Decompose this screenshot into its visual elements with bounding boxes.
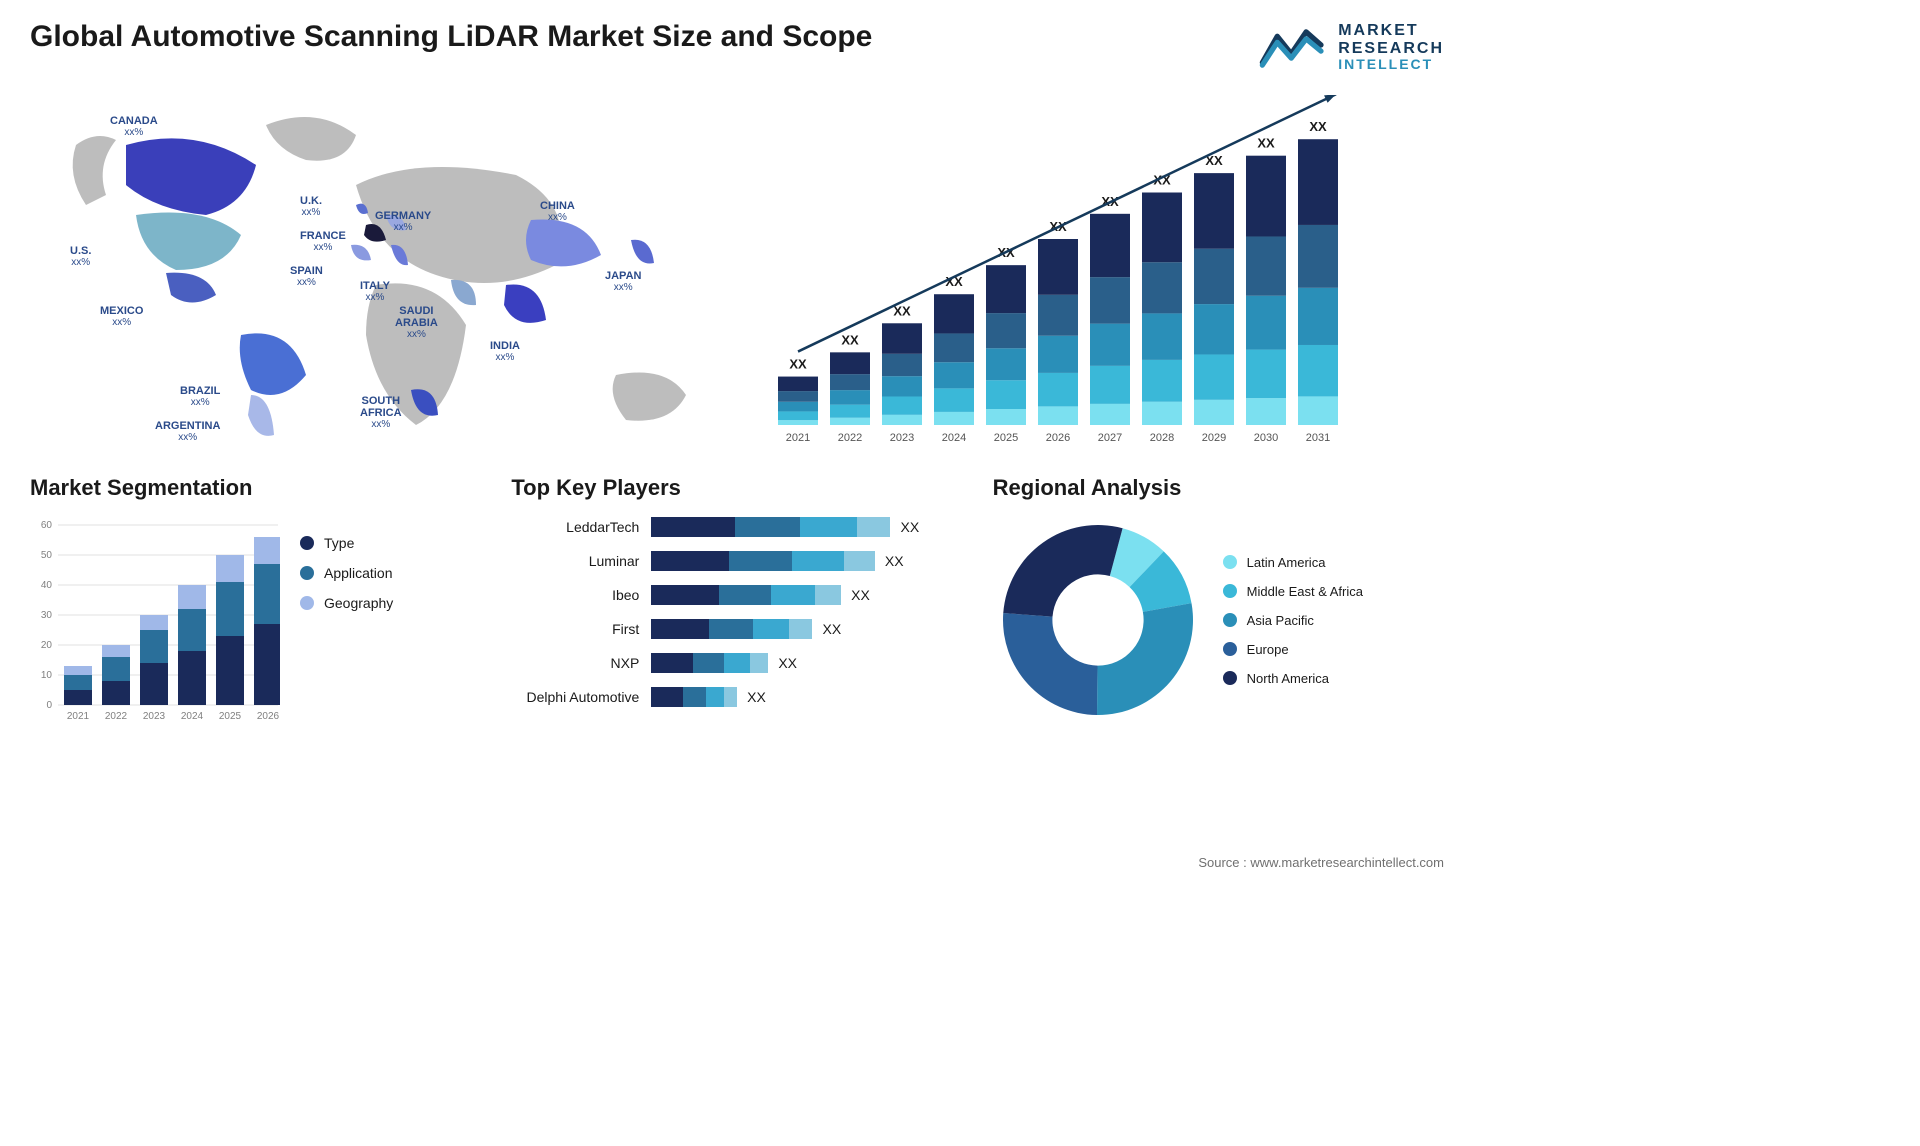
player-label: Luminar: [511, 553, 651, 569]
svg-text:40: 40: [41, 580, 53, 591]
segmentation-legend-item: Geography: [300, 595, 393, 611]
player-label: LeddarTech: [511, 519, 651, 535]
player-value: XX: [885, 553, 904, 569]
svg-text:XX: XX: [789, 357, 807, 372]
svg-text:0: 0: [46, 700, 52, 711]
map-label: JAPANxx%: [605, 270, 641, 293]
donut-legend-item: Asia Pacific: [1223, 613, 1363, 628]
map-label: MEXICOxx%: [100, 305, 143, 328]
player-label: First: [511, 621, 651, 637]
segmentation-wrap: 0 10 20 30 40 50 60 2021 2022 2023 2024 2025 2026 Ty…: [30, 515, 481, 725]
map-label: BRAZILxx%: [180, 385, 220, 408]
map-label: ARGENTINAxx%: [155, 420, 220, 443]
svg-text:XX: XX: [1257, 136, 1275, 151]
svg-text:2027: 2027: [1098, 432, 1122, 444]
svg-text:2028: 2028: [1150, 432, 1174, 444]
player-label: Delphi Automotive: [511, 689, 651, 705]
map-label: ITALYxx%: [360, 280, 390, 303]
donut-legend-item: Latin America: [1223, 555, 1363, 570]
svg-text:50: 50: [41, 550, 53, 561]
player-label: NXP: [511, 655, 651, 671]
map-label: SPAINxx%: [290, 265, 323, 288]
logo-line3: INTELLECT: [1338, 57, 1444, 72]
growth-chart-panel: XX2021XX2022XX2023XX2024XX2025XX2026XX20…: [752, 95, 1444, 445]
header: Global Automotive Scanning LiDAR Market …: [30, 20, 1444, 75]
svg-text:20: 20: [41, 640, 53, 651]
segmentation-title: Market Segmentation: [30, 475, 481, 501]
svg-text:XX: XX: [841, 332, 859, 347]
map-label: SAUDIARABIAxx%: [395, 305, 438, 340]
segmentation-legend-item: Application: [300, 565, 393, 581]
player-value: XX: [778, 655, 797, 671]
players-panel: Top Key Players LeddarTechXXLuminarXXIbe…: [511, 475, 962, 725]
bottom-row: Market Segmentation 0 10 20 30 40 50 60 2021 202…: [30, 475, 1444, 725]
segmentation-chart: 0 10 20 30 40 50 60 2021 2022 2023 2024 2025 2026: [30, 515, 280, 725]
svg-text:2026: 2026: [257, 711, 280, 722]
segmentation-legend-item: Type: [300, 535, 393, 551]
donut-legend-item: North America: [1223, 671, 1363, 686]
player-label: Ibeo: [511, 587, 651, 603]
player-value: XX: [901, 519, 920, 535]
map-label: INDIAxx%: [490, 340, 520, 363]
map-label: CANADAxx%: [110, 115, 158, 138]
map-label: FRANCExx%: [300, 230, 346, 253]
svg-text:2025: 2025: [994, 432, 1018, 444]
top-row: CANADAxx% U.S.xx% MEXICOxx% BRAZILxx% ARGENT…: [30, 95, 1444, 445]
players-chart: LeddarTechXXLuminarXXIbeoXXFirstXXNXPXXD…: [511, 515, 962, 709]
player-value: XX: [747, 689, 766, 705]
svg-text:2026: 2026: [1046, 432, 1070, 444]
svg-text:2024: 2024: [942, 432, 966, 444]
player-row: First XX: [511, 617, 962, 641]
donut-legend-item: Europe: [1223, 642, 1363, 657]
svg-text:2024: 2024: [181, 711, 204, 722]
map-label: CHINAxx%: [540, 200, 575, 223]
donut-legend-item: Middle East & Africa: [1223, 584, 1363, 599]
svg-text:2021: 2021: [67, 711, 90, 722]
map-label: U.K.xx%: [300, 195, 322, 218]
map-label: U.S.xx%: [70, 245, 91, 268]
svg-text:2023: 2023: [890, 432, 914, 444]
player-row: Ibeo XX: [511, 583, 962, 607]
svg-text:2031: 2031: [1306, 432, 1330, 444]
svg-text:10: 10: [41, 670, 53, 681]
svg-text:2029: 2029: [1202, 432, 1226, 444]
svg-text:2022: 2022: [105, 711, 128, 722]
logo-mark-icon: [1258, 20, 1328, 75]
growth-chart-svg: XX2021XX2022XX2023XX2024XX2025XX2026XX20…: [752, 95, 1444, 445]
segmentation-panel: Market Segmentation 0 10 20 30 40 50 60 2021 202…: [30, 475, 481, 725]
logo-line1: MARKET: [1338, 22, 1444, 40]
logo-line2: RESEARCH: [1338, 40, 1444, 58]
svg-text:2022: 2022: [838, 432, 862, 444]
donut-legend: Latin America Middle East & Africa Asia Pa…: [1223, 555, 1363, 686]
segmentation-legend: Type Application Geography: [300, 515, 393, 725]
logo-text: MARKET RESEARCH INTELLECT: [1338, 22, 1444, 73]
brand-logo: MARKET RESEARCH INTELLECT: [1258, 20, 1444, 75]
regional-panel: Regional Analysis Latin America Middle Ea…: [993, 475, 1444, 725]
player-row: Delphi Automotive XX: [511, 685, 962, 709]
svg-text:2023: 2023: [143, 711, 166, 722]
players-title: Top Key Players: [511, 475, 962, 501]
donut-chart: [993, 515, 1203, 725]
regional-title: Regional Analysis: [993, 475, 1444, 501]
player-row: Luminar XX: [511, 549, 962, 573]
map-label: SOUTHAFRICAxx%: [360, 395, 402, 430]
player-row: LeddarTech XX: [511, 515, 962, 539]
svg-text:2025: 2025: [219, 711, 242, 722]
svg-text:XX: XX: [1309, 119, 1327, 134]
source-attribution: Source : www.marketresearchintellect.com: [1198, 855, 1444, 870]
player-value: XX: [823, 621, 842, 637]
player-row: NXP XX: [511, 651, 962, 675]
map-label: GERMANYxx%: [375, 210, 431, 233]
player-value: XX: [851, 587, 870, 603]
svg-text:60: 60: [41, 520, 53, 531]
svg-text:30: 30: [41, 610, 53, 621]
donut-wrap: Latin America Middle East & Africa Asia Pa…: [993, 515, 1444, 725]
page-title: Global Automotive Scanning LiDAR Market …: [30, 20, 872, 54]
svg-text:2030: 2030: [1254, 432, 1278, 444]
world-map-panel: CANADAxx% U.S.xx% MEXICOxx% BRAZILxx% ARGENT…: [30, 95, 722, 445]
svg-text:2021: 2021: [786, 432, 810, 444]
